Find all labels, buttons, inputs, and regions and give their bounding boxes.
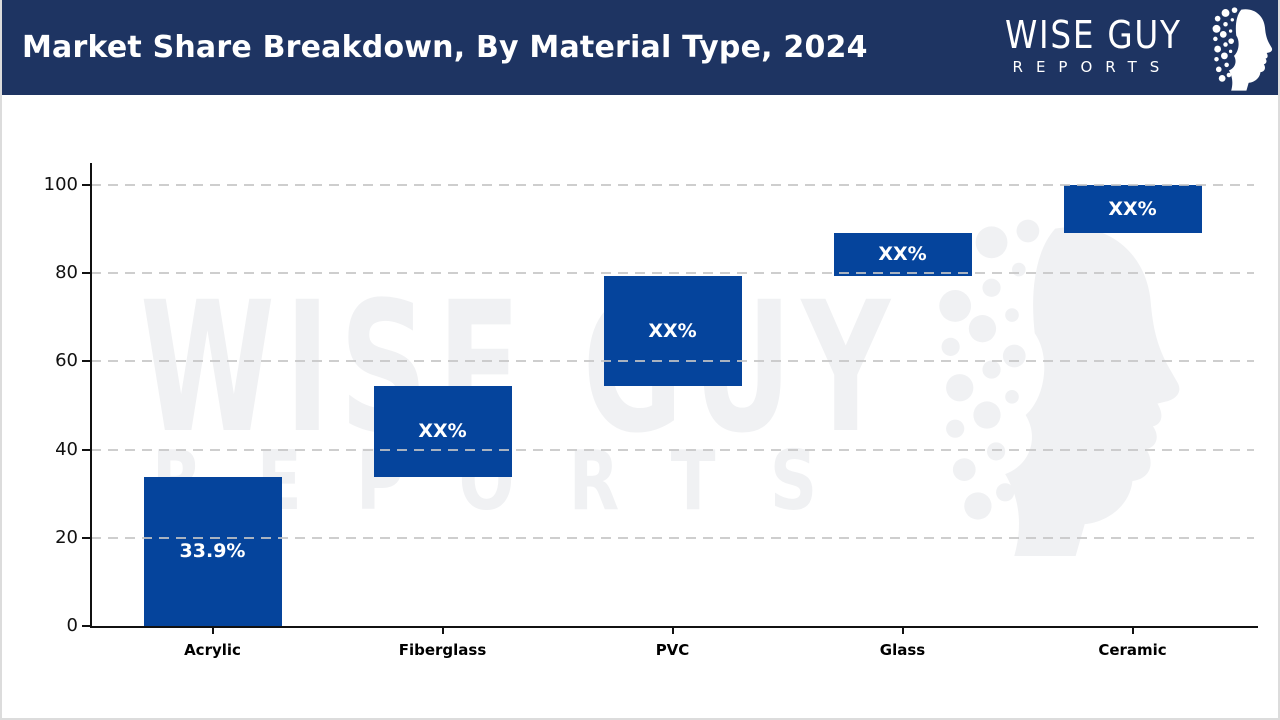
y-tick-mark xyxy=(82,360,90,363)
brand-head-icon xyxy=(1212,6,1274,91)
y-tick-label: 80 xyxy=(55,262,78,284)
x-category-label: Ceramic xyxy=(1098,641,1167,659)
bar-fiberglass xyxy=(373,385,512,477)
bar-ceramic xyxy=(1063,185,1202,234)
y-gridline-80 xyxy=(91,272,1254,275)
x-tick-mark xyxy=(671,628,674,634)
brand-name: WISE GUY xyxy=(1004,13,1182,57)
x-category-label: Glass xyxy=(879,641,926,659)
x-tick-mark xyxy=(211,628,214,634)
y-gridline-60 xyxy=(91,360,1254,363)
watermark-head-graphic xyxy=(937,215,1187,556)
y-tick-label: 60 xyxy=(55,350,78,372)
y-tick-mark xyxy=(82,625,90,627)
y-tick-mark xyxy=(82,536,90,539)
page-title: Market Share Breakdown, By Material Type… xyxy=(22,30,868,65)
bar-value-label: XX% xyxy=(418,420,467,443)
x-category-label: Acrylic xyxy=(184,641,241,659)
y-tick-label: 0 xyxy=(66,615,78,636)
bar-pvc xyxy=(603,275,742,386)
x-axis-line xyxy=(90,626,1258,628)
y-tick-mark xyxy=(82,184,90,187)
y-tick-mark xyxy=(82,272,90,275)
x-category-label: Fiberglass xyxy=(398,641,487,659)
x-tick-mark xyxy=(441,628,444,634)
bar-value-label: XX% xyxy=(648,319,697,342)
y-tick-label: 20 xyxy=(55,526,78,548)
brand-logo: WISE GUY REPORTS xyxy=(1005,5,1274,91)
y-tick-label: 100 xyxy=(43,174,78,196)
bar-value-label: XX% xyxy=(878,243,927,266)
y-axis-line xyxy=(90,163,92,628)
bar-acrylic xyxy=(143,476,282,626)
brand-logo-text: WISE GUY REPORTS xyxy=(1005,16,1210,76)
brand-subtitle: REPORTS xyxy=(1012,58,1173,76)
x-tick-mark xyxy=(1131,628,1134,634)
y-gridline-100 xyxy=(91,184,1254,187)
x-category-label: PVC xyxy=(655,641,690,659)
bar-value-label: 33.9% xyxy=(179,540,246,563)
bar-value-label: XX% xyxy=(1108,198,1157,221)
y-tick-mark xyxy=(82,448,90,451)
y-gridline-40 xyxy=(91,448,1254,451)
watermark-text-line1: WISE GUY xyxy=(140,264,900,473)
bar-glass xyxy=(833,233,972,276)
y-tick-label: 40 xyxy=(55,438,78,460)
x-tick-mark xyxy=(901,628,904,634)
header-bar: Market Share Breakdown, By Material Type… xyxy=(2,0,1278,95)
y-gridline-20 xyxy=(91,536,1254,539)
